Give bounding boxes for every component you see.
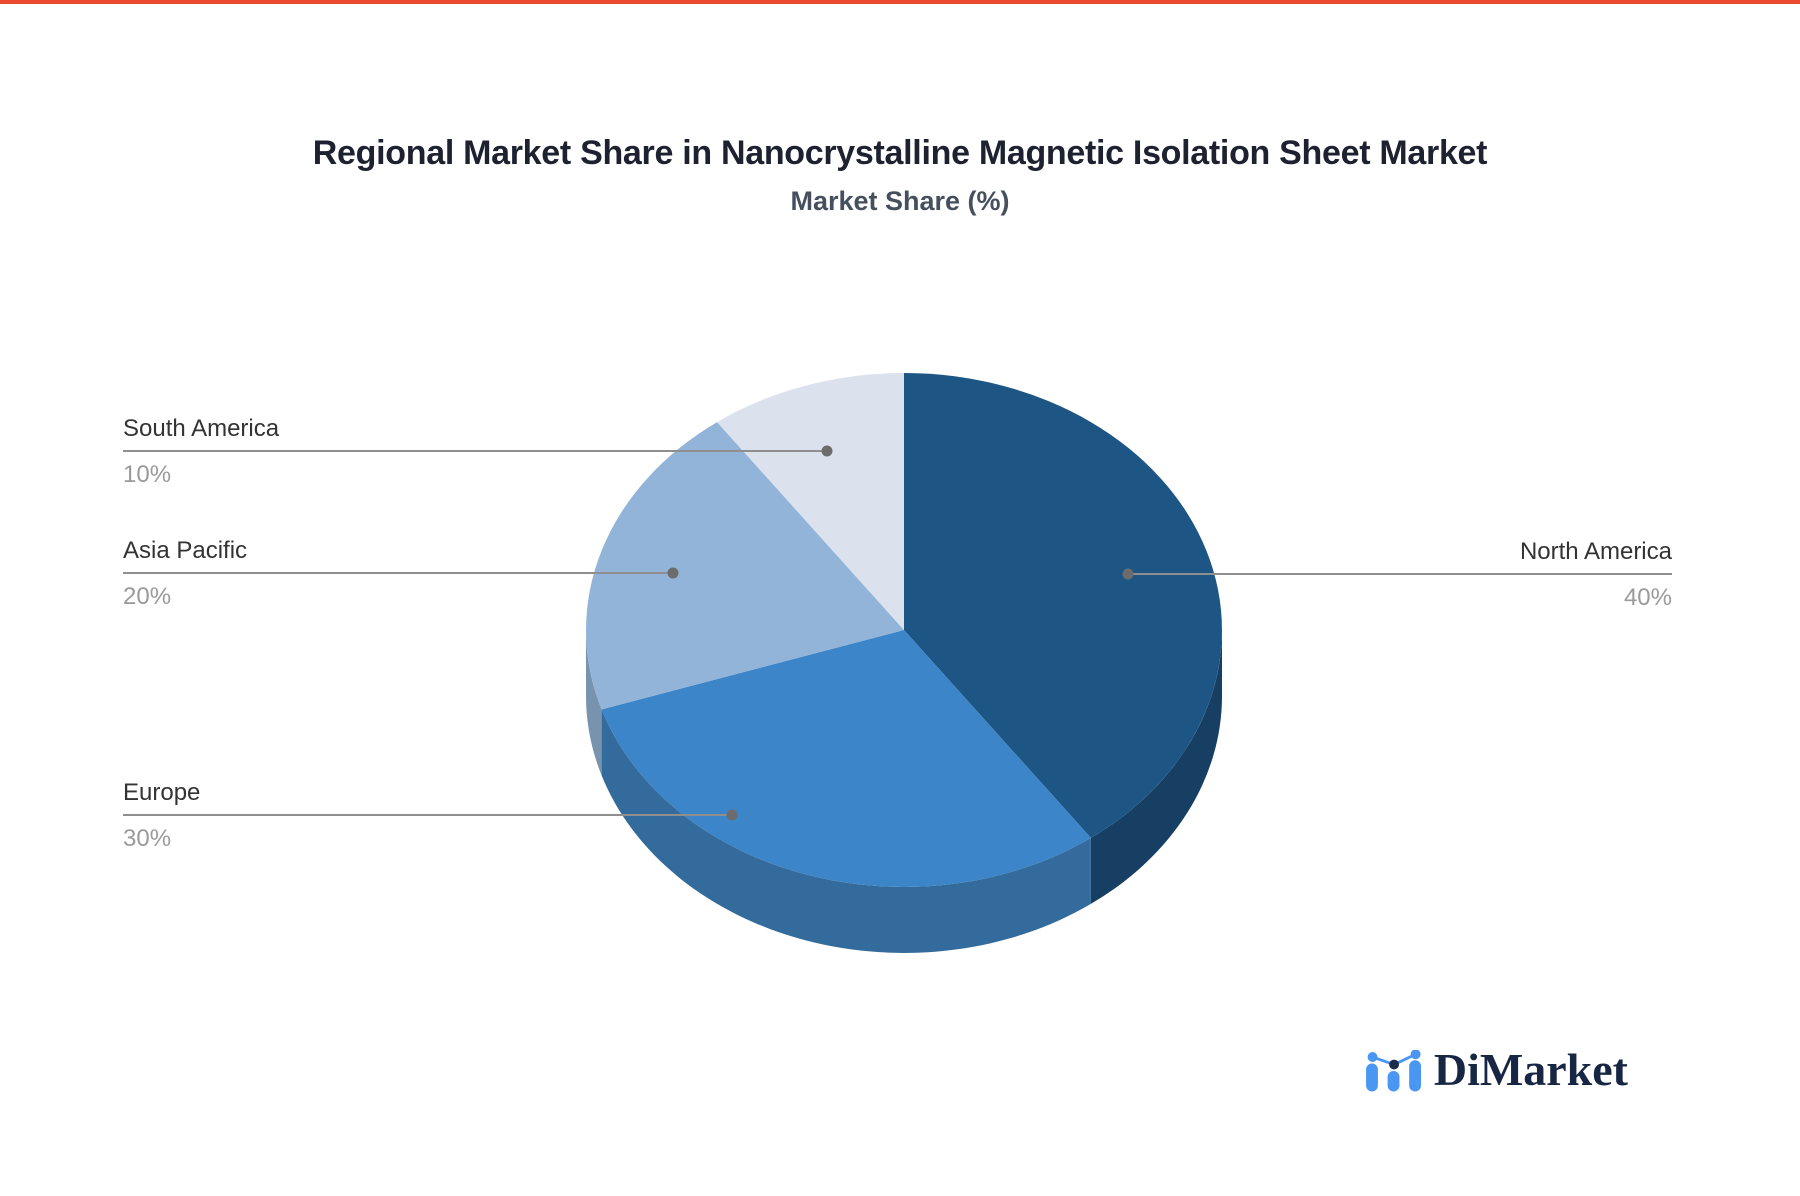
- callout-label: Asia Pacific: [123, 537, 248, 564]
- chart-subtitle: Market Share (%): [790, 186, 1010, 216]
- logo-bar: [1365, 1063, 1378, 1092]
- pie-slice-europe[interactable]: [601, 630, 1091, 887]
- chart-title: Regional Market Share in Nanocrystalline…: [312, 134, 1488, 172]
- pie-slice-north-america[interactable]: [904, 373, 1222, 838]
- callout-asia-pacific: Asia Pacific 20%: [123, 536, 247, 612]
- callout-value: 10%: [123, 461, 172, 488]
- dimarket-logo-text: DiMarket: [1433, 1044, 1628, 1095]
- callout-label: North America: [1519, 538, 1672, 565]
- callout-south-america: South America 10%: [123, 414, 279, 490]
- callout-label: South America: [123, 415, 280, 442]
- callout-value: 30%: [123, 825, 172, 852]
- callout-europe: Europe 30%: [123, 778, 200, 854]
- pie-slice-asia-pacific[interactable]: [586, 422, 904, 710]
- logo-bar: [1408, 1060, 1421, 1092]
- callout-label: Europe: [123, 779, 201, 806]
- leader-dot-asia-pacific: [667, 567, 679, 579]
- dimarket-logo-icon: [1365, 1050, 1421, 1092]
- logo-dot: [1410, 1050, 1421, 1060]
- leader-dot-europe: [726, 809, 738, 821]
- pie-slice-south-america[interactable]: [717, 373, 904, 630]
- dimarket-logo[interactable]: DiMarket: [1365, 1044, 1628, 1095]
- callout-value: 20%: [123, 583, 172, 610]
- pie-slice-side-north-america: [1090, 630, 1222, 904]
- top-accent-bar: [0, 0, 1800, 4]
- logo-dot: [1388, 1059, 1399, 1070]
- leader-dot-north-america: [1122, 568, 1134, 580]
- pie-slice-side-asia-pacific: [586, 630, 602, 776]
- callout-value: 40%: [1623, 584, 1672, 611]
- callout-north-america: North America 40%: [1520, 537, 1672, 613]
- leader-dot-south-america: [821, 445, 833, 457]
- logo-bar: [1387, 1071, 1400, 1092]
- logo-dot: [1367, 1052, 1378, 1062]
- pie-slice-side-europe: [601, 709, 1091, 953]
